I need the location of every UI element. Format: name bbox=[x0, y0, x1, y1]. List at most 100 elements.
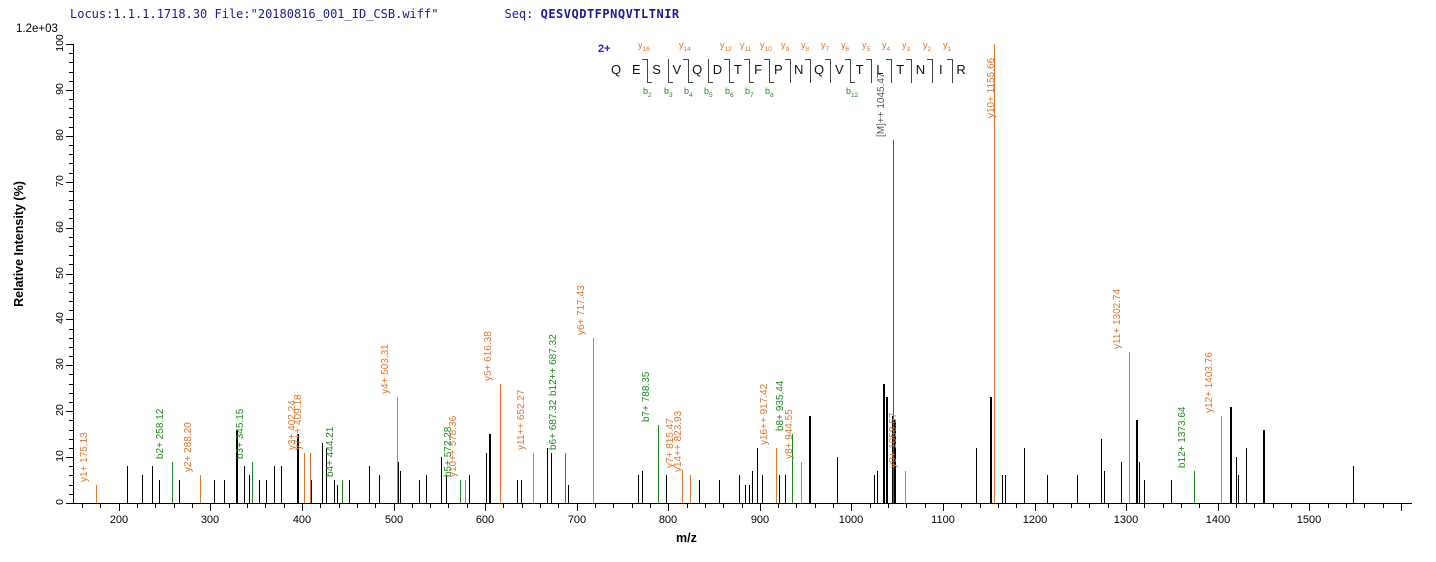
peak-label: y8+ 944.55 bbox=[784, 408, 795, 459]
cleavage-mark bbox=[729, 59, 730, 83]
spectrum-peak bbox=[886, 397, 888, 503]
y-axis-tick bbox=[69, 264, 73, 265]
sequence-residue: N bbox=[793, 62, 804, 77]
x-axis-tick bbox=[925, 504, 926, 508]
spectrum-peak bbox=[400, 470, 401, 503]
x-tick-label: 1400 bbox=[1205, 514, 1231, 526]
x-axis-tick bbox=[1218, 504, 1219, 511]
spectrum-peak bbox=[547, 447, 548, 503]
x-tick-label: 800 bbox=[658, 514, 678, 526]
spectrum-peak bbox=[236, 429, 238, 503]
y-tick-label: 50 bbox=[54, 267, 66, 279]
spectrum-peak bbox=[883, 383, 885, 503]
y-tick-label: 20 bbox=[54, 404, 66, 416]
y-axis-tick bbox=[69, 127, 73, 128]
labeled-peak bbox=[792, 434, 793, 503]
x-axis-tick bbox=[1144, 504, 1145, 508]
spectrum-peak bbox=[809, 415, 811, 503]
y-tick-label: 70 bbox=[54, 175, 66, 187]
x-axis-tick bbox=[998, 504, 999, 508]
labeled-peak bbox=[342, 480, 343, 503]
b-ion-cap bbox=[647, 82, 652, 83]
peak-label: y4+ 503.31 bbox=[380, 344, 391, 395]
b-ion-cap bbox=[769, 82, 774, 83]
seq-label: Seq: bbox=[504, 7, 534, 21]
y-axis-tick bbox=[69, 191, 73, 192]
peak-label: b6+ 687.32 bbox=[548, 399, 559, 450]
b-ion-cap bbox=[688, 82, 693, 83]
cleavage-mark bbox=[749, 59, 750, 83]
cleavage-mark bbox=[688, 59, 689, 83]
y-axis-tick bbox=[69, 246, 73, 247]
y-ion-cap bbox=[724, 59, 729, 60]
x-axis-tick bbox=[284, 504, 285, 508]
y-tick-label: 40 bbox=[54, 312, 66, 324]
b-ion-cap bbox=[749, 82, 754, 83]
fragment-ion-number: 8 bbox=[770, 91, 774, 99]
spectrum-peak bbox=[1144, 480, 1145, 503]
y-axis-tick bbox=[66, 274, 73, 275]
x-tick-label: 1300 bbox=[1113, 514, 1139, 526]
labeled-peak bbox=[465, 480, 466, 503]
labeled-peak bbox=[565, 452, 566, 503]
x-axis-tick bbox=[1383, 504, 1384, 508]
spectrum-peak bbox=[874, 475, 875, 503]
sequence-residue: T bbox=[855, 62, 864, 77]
x-axis-tick bbox=[1071, 504, 1072, 508]
spectrum-peak bbox=[127, 466, 128, 503]
sequence-residue: P bbox=[774, 62, 783, 77]
y-ion-cap bbox=[927, 59, 932, 60]
spectrum-peak bbox=[1236, 457, 1237, 503]
y-axis-tick bbox=[69, 356, 73, 357]
y-axis-tick bbox=[69, 117, 73, 118]
fragment-ion-label: y9 bbox=[781, 40, 790, 53]
y-ion-cap bbox=[845, 59, 850, 60]
peak-label: y14++ 823.93 bbox=[673, 411, 684, 473]
y-ion-cap bbox=[785, 59, 790, 60]
spectrum-peak bbox=[1047, 475, 1048, 503]
labeled-peak bbox=[893, 140, 894, 503]
spectrum-peak bbox=[785, 475, 786, 503]
y-axis-tick bbox=[69, 154, 73, 155]
spectrum-peak bbox=[266, 480, 267, 503]
fragment-ion-label: y8 bbox=[801, 40, 810, 53]
labeled-peak bbox=[776, 447, 777, 503]
x-axis-tick bbox=[1236, 504, 1237, 508]
sequence-residue: D bbox=[712, 62, 723, 77]
sequence-residue: L bbox=[876, 62, 884, 77]
cleavage-mark bbox=[668, 59, 669, 83]
cleavage-mark bbox=[850, 59, 851, 83]
y-axis-tick bbox=[69, 283, 73, 284]
spectrum-peak bbox=[1104, 470, 1105, 503]
fragment-ion-number: 1 bbox=[947, 45, 952, 53]
spectrum-peak bbox=[752, 470, 753, 503]
peak-label: y6+ 717.43 bbox=[576, 284, 587, 335]
fragment-ion-label: b4 bbox=[684, 86, 693, 99]
x-axis-tick bbox=[1016, 504, 1017, 508]
peak-label: y10++ 578.36 bbox=[448, 415, 459, 478]
spectrum-peak bbox=[1136, 420, 1138, 503]
x-axis-tick bbox=[796, 504, 797, 508]
cleavage-mark bbox=[790, 59, 791, 83]
fragment-ion-number: 3 bbox=[906, 45, 911, 53]
y-axis-tick bbox=[66, 411, 73, 412]
peak-label: b3+ 345.15 bbox=[235, 408, 246, 459]
precursor-charge-label: 2+ bbox=[598, 43, 611, 55]
spectrum-peak bbox=[311, 480, 312, 503]
x-tick-label: 1200 bbox=[1022, 514, 1048, 526]
spectrum-peak bbox=[1263, 429, 1265, 503]
spectrum-peak bbox=[297, 434, 299, 503]
fragment-ion-label: y1 bbox=[943, 40, 952, 53]
peak-label: b4+ 444.21 bbox=[325, 426, 336, 478]
spectrum-peak bbox=[1238, 475, 1239, 503]
x-axis-tick bbox=[888, 504, 889, 508]
x-axis-tick bbox=[723, 504, 724, 508]
spectrum-peak bbox=[521, 480, 522, 503]
fragment-ion-label: y7 bbox=[821, 40, 830, 53]
fragment-ion-label: b6 bbox=[725, 86, 734, 99]
y-axis-tick bbox=[69, 292, 73, 293]
b-ion-cap bbox=[708, 82, 713, 83]
peak-label: y11+ 1302.74 bbox=[1112, 288, 1123, 349]
